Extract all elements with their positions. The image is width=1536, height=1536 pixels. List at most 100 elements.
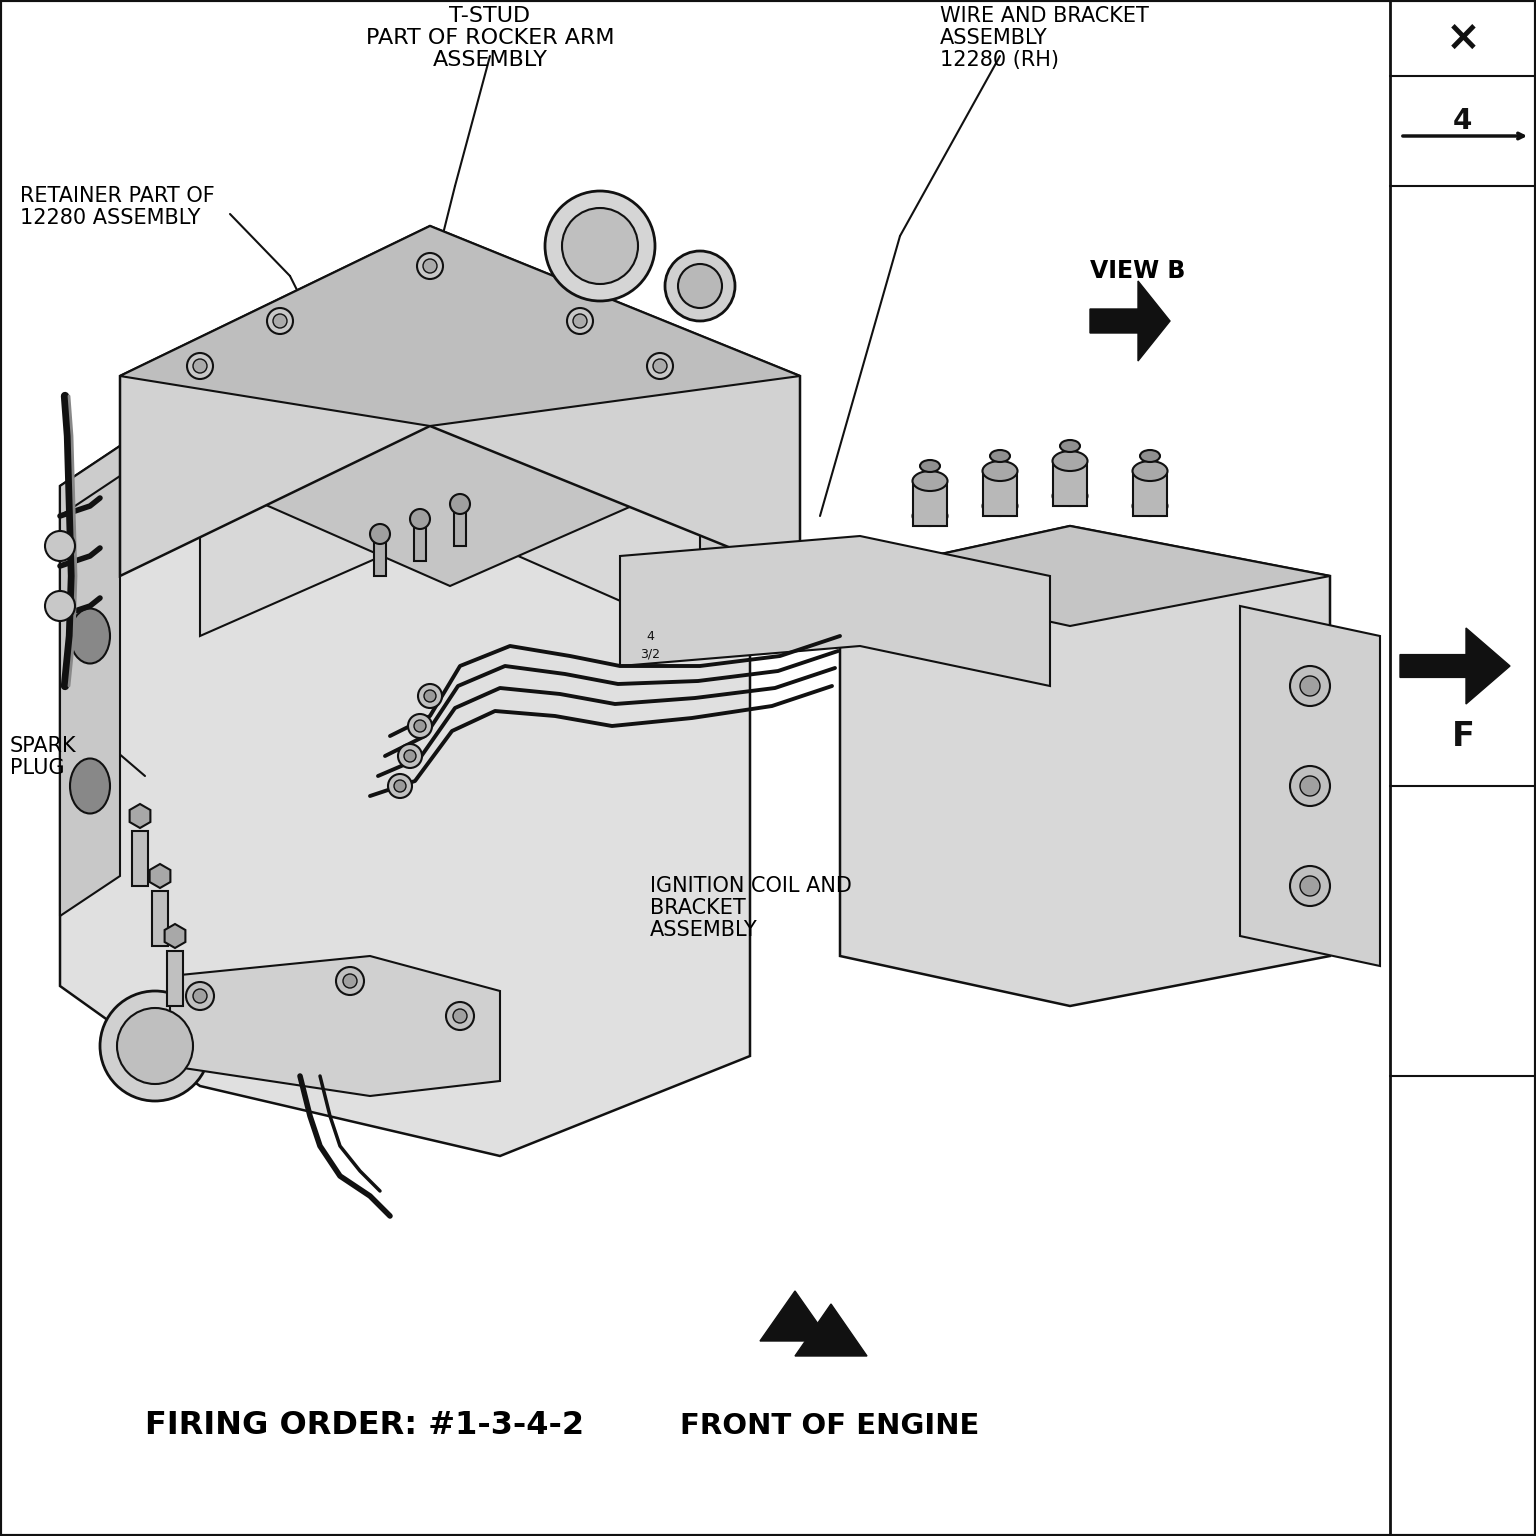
Circle shape	[1290, 667, 1330, 707]
Text: 12280 ASSEMBLY: 12280 ASSEMBLY	[20, 207, 201, 227]
Polygon shape	[120, 226, 800, 576]
Text: ASSEMBLY: ASSEMBLY	[940, 28, 1048, 48]
Ellipse shape	[912, 472, 948, 492]
Polygon shape	[120, 226, 800, 425]
Text: FIRING ORDER: #1-3-4-2: FIRING ORDER: #1-3-4-2	[146, 1410, 585, 1441]
Circle shape	[1290, 766, 1330, 806]
Text: PLUG: PLUG	[11, 757, 65, 779]
Circle shape	[117, 1008, 194, 1084]
Circle shape	[186, 982, 214, 1011]
Polygon shape	[200, 366, 700, 587]
Circle shape	[1299, 676, 1319, 696]
Circle shape	[573, 313, 587, 329]
Text: VIEW C: VIEW C	[1051, 614, 1144, 637]
Polygon shape	[760, 1290, 829, 1341]
Circle shape	[545, 190, 654, 301]
Polygon shape	[60, 356, 750, 1157]
Text: VIEW B: VIEW B	[1091, 260, 1186, 283]
Circle shape	[450, 495, 470, 515]
Ellipse shape	[912, 505, 948, 525]
Circle shape	[267, 309, 293, 333]
Circle shape	[1299, 776, 1319, 796]
Circle shape	[404, 750, 416, 762]
Circle shape	[45, 531, 75, 561]
Ellipse shape	[920, 459, 940, 472]
Bar	[983, 472, 1017, 516]
Bar	[152, 891, 167, 946]
Text: ASSEMBLY: ASSEMBLY	[650, 920, 757, 940]
Text: F: F	[1452, 719, 1475, 753]
Circle shape	[273, 313, 287, 329]
Bar	[167, 951, 183, 1006]
Circle shape	[370, 524, 390, 544]
Circle shape	[410, 508, 430, 528]
Ellipse shape	[1052, 452, 1087, 472]
Circle shape	[100, 991, 210, 1101]
Circle shape	[395, 780, 406, 793]
Ellipse shape	[1140, 450, 1160, 462]
Text: IGNITION COIL AND: IGNITION COIL AND	[650, 876, 852, 895]
Polygon shape	[840, 525, 1330, 1006]
Circle shape	[336, 968, 364, 995]
Ellipse shape	[991, 450, 1011, 462]
Circle shape	[567, 309, 593, 333]
Circle shape	[1290, 866, 1330, 906]
Polygon shape	[796, 1304, 866, 1356]
Polygon shape	[60, 356, 750, 636]
Polygon shape	[1399, 628, 1510, 703]
Text: PART OF ROCKER ARM: PART OF ROCKER ARM	[366, 28, 614, 48]
Text: 4: 4	[1453, 108, 1471, 135]
Circle shape	[424, 690, 436, 702]
Circle shape	[220, 986, 300, 1066]
Circle shape	[562, 207, 637, 284]
Circle shape	[445, 1001, 475, 1031]
Bar	[373, 541, 386, 576]
Text: 4: 4	[647, 630, 654, 642]
Bar	[1134, 472, 1167, 516]
Ellipse shape	[1132, 461, 1167, 481]
Polygon shape	[170, 955, 501, 1097]
Text: SPARK: SPARK	[11, 736, 77, 756]
Bar	[132, 831, 147, 886]
Ellipse shape	[1052, 485, 1087, 505]
Circle shape	[194, 359, 207, 373]
Text: ×: ×	[1445, 17, 1481, 58]
Circle shape	[665, 250, 736, 321]
Bar	[415, 525, 425, 561]
Text: 3/2: 3/2	[641, 648, 660, 660]
Circle shape	[1299, 876, 1319, 895]
Circle shape	[647, 353, 673, 379]
Circle shape	[398, 743, 422, 768]
Ellipse shape	[983, 461, 1017, 481]
Text: WIRE AND BRACKET: WIRE AND BRACKET	[940, 6, 1149, 26]
Circle shape	[422, 260, 438, 273]
Polygon shape	[1091, 281, 1170, 361]
Text: 12280 (RH): 12280 (RH)	[940, 51, 1058, 71]
Text: T-STUD: T-STUD	[450, 6, 530, 26]
Polygon shape	[200, 366, 700, 636]
Text: BRACKET: BRACKET	[650, 899, 746, 919]
Circle shape	[677, 264, 722, 309]
Polygon shape	[1051, 637, 1124, 714]
Circle shape	[418, 684, 442, 708]
Circle shape	[45, 591, 75, 621]
Circle shape	[653, 359, 667, 373]
Bar	[455, 511, 465, 545]
Circle shape	[194, 989, 207, 1003]
Bar	[912, 481, 948, 525]
Circle shape	[187, 353, 214, 379]
Circle shape	[416, 253, 442, 280]
Circle shape	[453, 1009, 467, 1023]
Circle shape	[409, 714, 432, 737]
Ellipse shape	[983, 496, 1017, 516]
Polygon shape	[840, 525, 1330, 627]
Circle shape	[415, 720, 425, 733]
Ellipse shape	[71, 608, 111, 664]
Bar	[1054, 461, 1087, 505]
Ellipse shape	[1132, 496, 1167, 516]
Ellipse shape	[1060, 439, 1080, 452]
Polygon shape	[621, 536, 1051, 687]
Polygon shape	[1240, 607, 1379, 966]
Ellipse shape	[71, 759, 111, 814]
Text: ASSEMBLY: ASSEMBLY	[433, 51, 547, 71]
